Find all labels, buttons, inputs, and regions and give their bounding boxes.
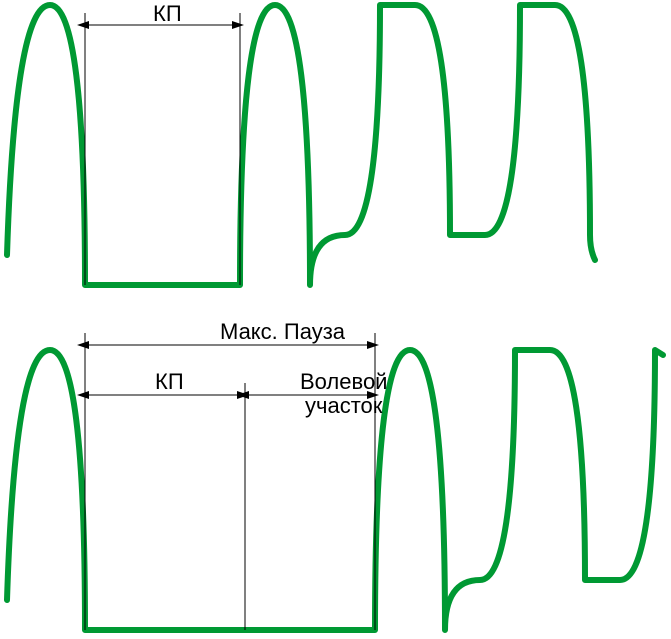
label-volitional-section: Волевой участок — [300, 370, 387, 418]
label-kp-bottom: КП — [155, 370, 184, 394]
label-kp-top: КП — [153, 2, 182, 26]
label-volitional-line2: участок — [305, 393, 382, 418]
label-volitional-line1: Волевой — [300, 369, 387, 394]
diagram-canvas: КП Макс. Пауза КП Волевой участок — [0, 0, 671, 639]
label-max-pause: Макс. Пауза — [220, 320, 345, 344]
